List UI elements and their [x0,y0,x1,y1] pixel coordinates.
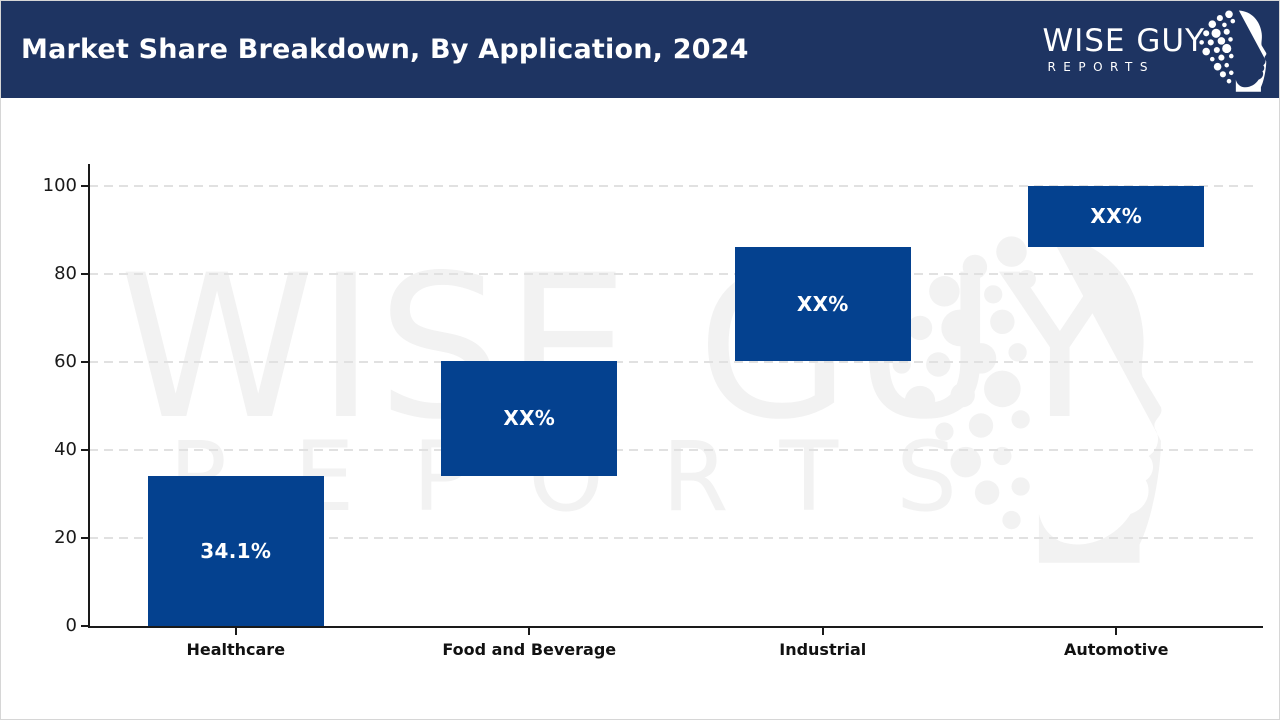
page-title: Market Share Breakdown, By Application, … [21,34,749,65]
x-tick-mark [1115,628,1118,635]
x-tick-label: Automotive [1064,640,1169,659]
y-tick-mark [81,537,88,539]
grid-line [89,185,1255,187]
brand-logo: WISE GUY REPORTS [1042,6,1267,94]
bar: XX% [441,360,618,476]
bar: XX% [1028,186,1205,247]
x-axis-line [88,626,1263,628]
y-tick-mark [81,625,88,627]
brand-logo-text: WISE GUY REPORTS [1042,23,1205,74]
bar-value-label: XX% [503,406,556,431]
x-tick-label: Healthcare [186,640,286,659]
watermark-text-line1: WISE GUY [119,232,1123,463]
y-tick-mark [81,361,88,363]
y-tick-mark [81,273,88,275]
grid-line [89,273,1255,275]
header-bar: Market Share Breakdown, By Application, … [1,1,1279,98]
brand-name: WISE GUY [1042,23,1205,59]
grid-line [89,449,1255,451]
bar: 34.1% [147,475,324,626]
y-tick-label: 40 [54,439,77,460]
x-tick-label: Industrial [779,640,867,659]
x-tick-mark [528,628,531,635]
y-tick-label: 60 [54,351,77,372]
grid-line [89,537,1255,539]
bar-value-label: 34.1% [200,538,272,563]
bar: XX% [734,246,911,361]
brand-subname: REPORTS [1047,60,1155,74]
y-tick-label: 100 [42,175,77,196]
grid-line [89,361,1255,363]
head-profile-icon [1199,9,1267,92]
x-tick-mark [821,628,824,635]
y-tick-label: 20 [54,527,77,548]
x-tick-label: Food and Beverage [442,640,617,659]
bar-value-label: XX% [796,291,849,316]
bar-value-label: XX% [1090,204,1143,229]
x-tick-mark [234,628,237,635]
y-tick-label: 80 [54,263,77,284]
y-tick-label: 0 [65,615,77,636]
y-tick-mark [81,449,88,451]
y-axis-line [88,164,90,628]
y-tick-mark [81,185,88,187]
